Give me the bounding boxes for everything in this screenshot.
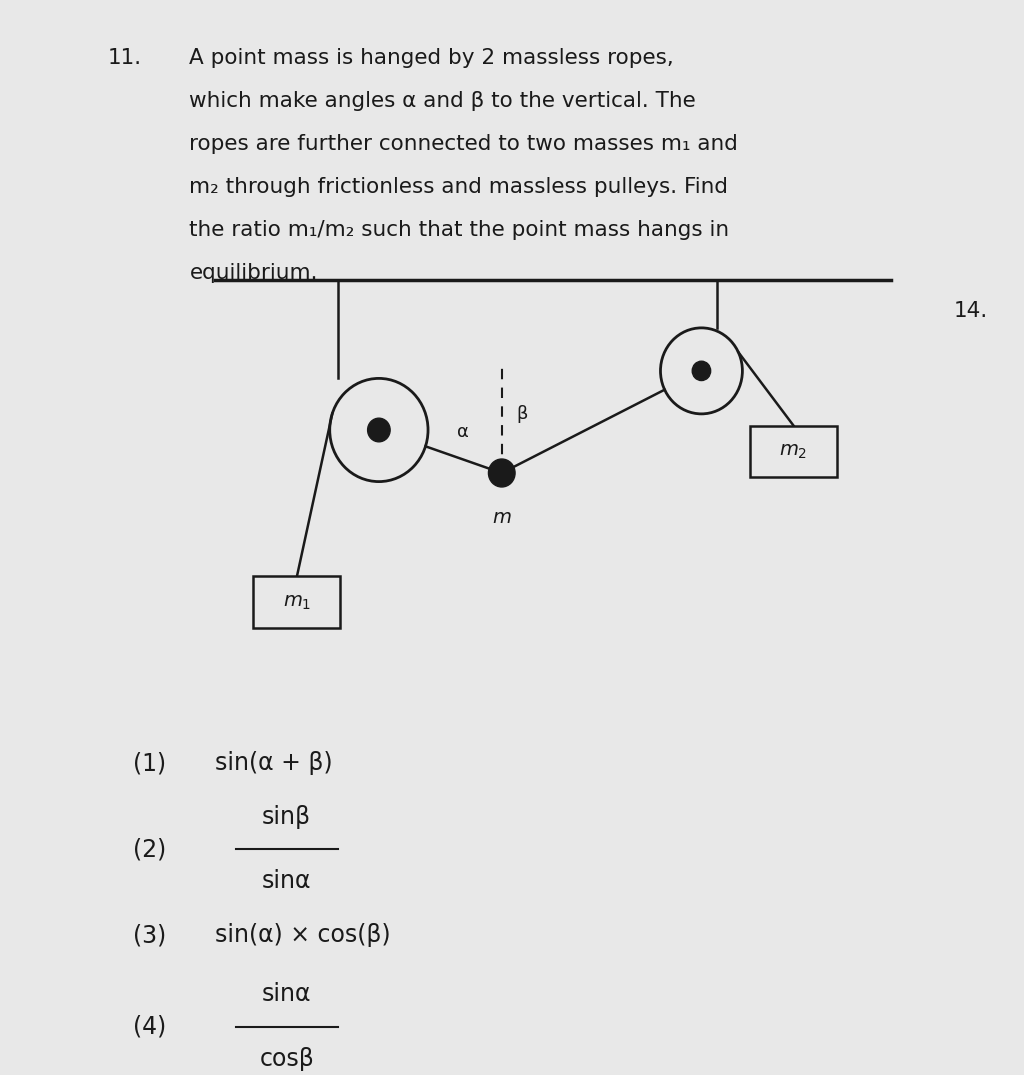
Text: cosβ: cosβ (259, 1047, 314, 1071)
Text: 14.: 14. (954, 301, 988, 321)
Text: (3): (3) (133, 923, 166, 947)
Text: equilibrium.: equilibrium. (189, 263, 317, 284)
Text: sinα: sinα (262, 870, 311, 893)
Text: (4): (4) (133, 1015, 166, 1038)
FancyBboxPatch shape (750, 426, 838, 477)
Circle shape (368, 418, 390, 442)
Text: β: β (516, 405, 528, 422)
Text: $m_2$: $m_2$ (779, 442, 808, 461)
Circle shape (692, 361, 711, 381)
Text: sinα: sinα (262, 983, 311, 1006)
Text: α: α (457, 424, 469, 441)
FancyBboxPatch shape (253, 576, 340, 628)
Text: sin(α) × cos(β): sin(α) × cos(β) (215, 923, 391, 947)
Text: $m_1$: $m_1$ (283, 592, 311, 612)
Text: $m$: $m$ (492, 508, 512, 528)
Text: 11.: 11. (108, 48, 141, 69)
Text: m₂ through frictionless and massless pulleys. Find: m₂ through frictionless and massless pul… (189, 177, 728, 198)
Text: sin(α + β): sin(α + β) (215, 751, 333, 775)
Text: which make angles α and β to the vertical. The: which make angles α and β to the vertica… (189, 91, 696, 112)
Text: sinβ: sinβ (262, 805, 311, 829)
Text: (1): (1) (133, 751, 166, 775)
Circle shape (488, 459, 515, 487)
Text: ropes are further connected to two masses m₁ and: ropes are further connected to two masse… (189, 134, 738, 155)
Text: the ratio m₁/m₂ such that the point mass hangs in: the ratio m₁/m₂ such that the point mass… (189, 220, 729, 241)
Text: A point mass is hanged by 2 massless ropes,: A point mass is hanged by 2 massless rop… (189, 48, 674, 69)
Text: (2): (2) (133, 837, 166, 861)
